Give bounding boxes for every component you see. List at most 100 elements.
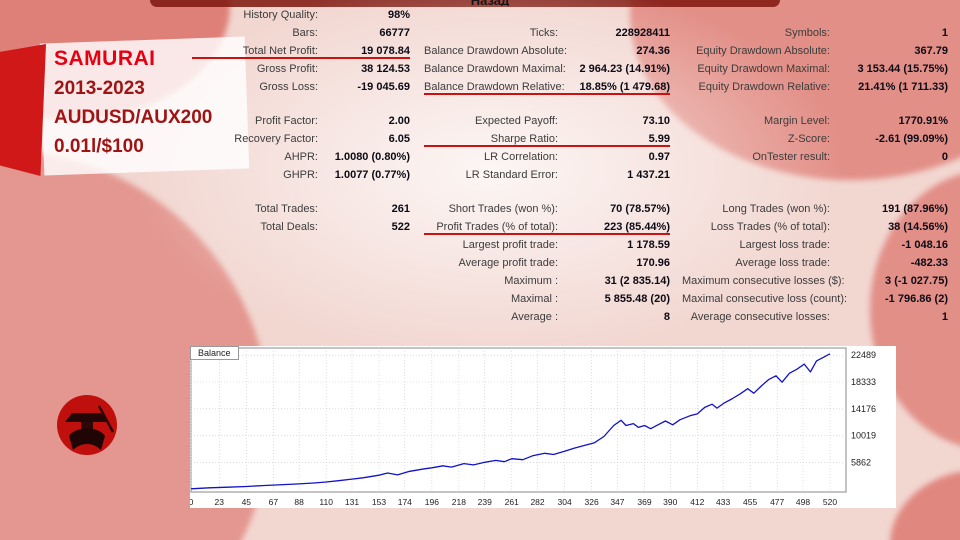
background-light-overlay	[140, 0, 840, 360]
stat-label: Balance Drawdown Maximal:	[424, 63, 566, 75]
stats-row: Profit Factor: 2.00 Expected Payoff: 73.10 M…	[192, 112, 948, 130]
stat-value: -482.33	[910, 257, 948, 269]
stat-label: Equity Drawdown Absolute:	[696, 45, 830, 57]
stat-value: -1 796.86 (2)	[885, 293, 948, 305]
stat-pair: Average loss trade: -482.33	[682, 257, 948, 269]
stat-value: 223 (85.44%)	[603, 221, 670, 233]
stat-pair: Equity Drawdown Absolute: 367.79	[682, 45, 948, 57]
stats-row: Gross Profit: 38 124.53 Balance Drawdown M…	[192, 60, 948, 78]
y-tick-label: 5862	[851, 458, 871, 468]
clipped-header: Назад	[420, 0, 560, 6]
stat-pair: Average consecutive losses: 1	[682, 311, 948, 323]
x-tick-label: 261	[505, 497, 519, 507]
x-tick-label: 88	[294, 497, 304, 507]
stat-value: 3 153.44 (15.75%)	[857, 63, 948, 75]
stat-label: Expected Payoff:	[475, 115, 558, 127]
balance-chart: Balance 0 23 45 67 88 110 131 153 174 196 218 239 26…	[190, 346, 896, 508]
stat-value: 367.79	[914, 45, 948, 57]
stat-pair: AHPR: 1.0080 (0.80%)	[192, 151, 410, 163]
stat-pair: Loss Trades (% of total): 38 (14.56%)	[682, 221, 948, 233]
stat-value: 1	[941, 27, 948, 39]
stat-label: OnTester result:	[752, 151, 830, 163]
stat-pair: Long Trades (won %): 191 (87.96%)	[682, 203, 948, 215]
stats-section-1: History Quality: 98% Bars: 66777 Ticks: 22892…	[192, 6, 948, 96]
stat-label: LR Standard Error:	[465, 169, 558, 181]
stat-label: Balance Drawdown Absolute:	[424, 45, 568, 57]
stat-value: -1 048.16	[901, 239, 948, 251]
stat-label: Gross Loss:	[259, 81, 318, 93]
stat-pair: GHPR: 1.0077 (0.77%)	[192, 169, 410, 181]
stat-label: Short Trades (won %):	[448, 203, 558, 215]
stats-row: Largest profit trade: 1 178.59 Largest los…	[192, 236, 948, 254]
stat-value: 5.99	[648, 133, 670, 145]
stat-value: 6.05	[388, 133, 410, 145]
stat-label: Maximal consecutive loss (count):	[682, 293, 848, 305]
stat-label: Maximum consecutive losses ($):	[682, 275, 845, 287]
stat-value: 66777	[379, 27, 410, 39]
x-tick-label: 196	[425, 497, 439, 507]
stat-value: 18.85% (1 479.68)	[579, 81, 670, 93]
stats-section-3: Total Trades: 261 Short Trades (won %): 70 …	[192, 200, 948, 326]
stat-label: Equity Drawdown Maximal:	[697, 63, 830, 75]
stats-row: AHPR: 1.0080 (0.80%) LR Correlation: 0.97 On…	[192, 148, 948, 166]
stat-pair: Maximal consecutive loss (count): -1 796.…	[682, 293, 948, 305]
stat-value: 1.0080 (0.80%)	[334, 151, 410, 163]
samurai-logo-icon	[55, 392, 119, 458]
stat-value: 3 (-1 027.75)	[885, 275, 948, 287]
y-tick-label: 14176	[851, 404, 876, 414]
stats-row: GHPR: 1.0077 (0.77%) LR Standard Error: 1 4…	[192, 166, 948, 184]
y-tick-label: 10019	[851, 431, 876, 441]
stat-label: Average profit trade:	[458, 257, 558, 269]
stat-value: 0	[941, 151, 948, 163]
x-tick-label: 347	[610, 497, 624, 507]
stat-value: 170.96	[636, 257, 670, 269]
stat-value: 1.0077 (0.77%)	[334, 169, 410, 181]
x-tick-label: 477	[770, 497, 784, 507]
stat-label: History Quality:	[243, 9, 318, 21]
stats-row: Gross Loss: -19 045.69 Balance Drawdown Re…	[192, 78, 948, 96]
stat-pair: Maximum consecutive losses ($): 3 (-1 027…	[682, 275, 948, 287]
stat-pair: Recovery Factor: 6.05	[192, 133, 410, 145]
stat-pair: Balance Drawdown Relative: 18.85% (1 479.…	[424, 81, 670, 93]
stat-pair: LR Correlation: 0.97	[424, 151, 670, 163]
stat-label: Z-Score:	[787, 133, 830, 145]
stat-label: Profit Trades (% of total):	[436, 221, 558, 233]
x-tick-label: 45	[242, 497, 252, 507]
balance-line	[190, 353, 831, 490]
stat-label: LR Correlation:	[484, 151, 558, 163]
stat-value: 1	[941, 311, 948, 323]
x-tick-label: 369	[637, 497, 651, 507]
stat-pair: Profit Trades (% of total): 223 (85.44%)	[424, 221, 670, 233]
stat-value: 31 (2 835.14)	[604, 275, 670, 287]
stat-pair: Average : 8	[424, 311, 670, 323]
stat-pair: Equity Drawdown Maximal: 3 153.44 (15.75%…	[682, 63, 948, 75]
stat-pair: Equity Drawdown Relative: 21.41% (1 711.3…	[682, 81, 948, 93]
stat-value: 73.10	[642, 115, 670, 127]
stat-label: Largest profit trade:	[462, 239, 558, 251]
stat-value: 2 964.23 (14.91%)	[579, 63, 670, 75]
stat-label: Ticks:	[529, 27, 558, 39]
left-red-band	[0, 44, 46, 176]
brand-period: 2013-2023	[54, 78, 145, 99]
stats-table: History Quality: 98% Bars: 66777 Ticks: 22892…	[192, 6, 948, 326]
stat-value: 5 855.48 (20)	[604, 293, 670, 305]
x-tick-label: 153	[372, 497, 386, 507]
stat-label: Maximal :	[510, 293, 558, 305]
stats-row: Bars: 66777 Ticks: 228928411 Symbols: 1	[192, 24, 948, 42]
branding: SAMURAI 2013-2023 AUDUSD/AUX200 0.01l/$1…	[54, 48, 212, 156]
x-tick-label: 67	[269, 497, 279, 507]
x-tick-label: 455	[743, 497, 757, 507]
x-tick-label: 0	[190, 497, 194, 507]
stat-label: Total Trades:	[255, 203, 318, 215]
stat-pair: Largest profit trade: 1 178.59	[424, 239, 670, 251]
stat-label: Average loss trade:	[735, 257, 830, 269]
x-tick-label: 218	[452, 497, 466, 507]
stat-value: 38 124.53	[361, 63, 410, 75]
stat-value: 2.00	[388, 115, 410, 127]
stat-pair: Gross Loss: -19 045.69	[192, 81, 410, 93]
stat-pair: Total Net Profit: 19 078.84	[192, 45, 410, 57]
stat-label: Equity Drawdown Relative:	[698, 81, 830, 93]
stat-label: Average :	[511, 311, 558, 323]
stat-label: Bars:	[292, 27, 318, 39]
x-tick-label: 390	[663, 497, 677, 507]
